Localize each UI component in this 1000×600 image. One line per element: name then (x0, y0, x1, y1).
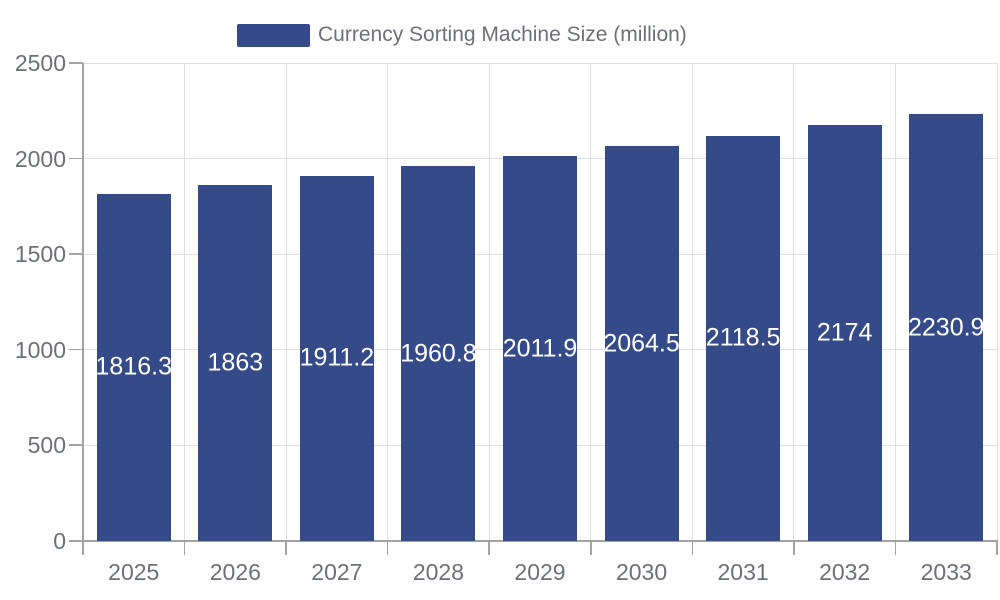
y-axis-tick (69, 348, 83, 351)
gridline-vertical (488, 63, 490, 541)
y-axis-tick (69, 62, 83, 64)
bar-2033[interactable]: 2230.9 (907, 114, 985, 541)
y-axis-line (82, 63, 84, 541)
legend-swatch (237, 23, 310, 47)
y-axis-tick-label: 0 (53, 528, 66, 554)
bar-value-label: 2011.9 (502, 334, 578, 363)
bar-2029[interactable]: 2011.9 (503, 156, 577, 541)
y-axis-tick (69, 253, 83, 255)
bar-2025[interactable]: 1816.3 (95, 193, 172, 541)
bar-value-label: 2230.9 (907, 313, 985, 342)
bar-2026[interactable]: 1863 (198, 184, 273, 541)
y-axis-tick (69, 157, 83, 160)
gridline-vertical (894, 63, 896, 541)
x-axis-tick-label: 2033 (920, 559, 972, 585)
x-axis-tick (590, 541, 592, 555)
y-axis-tick-label: 1000 (14, 336, 66, 363)
bar-value-label: 1911.2 (299, 343, 375, 372)
gridline-horizontal (83, 62, 997, 64)
bar-2030[interactable]: 2064.5 (603, 146, 680, 541)
bar-value-label: 1960.8 (400, 339, 477, 368)
gridline-vertical (387, 63, 389, 541)
bar-value-label: 1816.3 (95, 352, 172, 381)
x-axis-tick (894, 541, 897, 555)
y-axis-tick-label: 2000 (14, 145, 66, 172)
x-axis-tick (82, 541, 84, 555)
legend-item[interactable]: Currency Sorting Machine Size (million) (237, 23, 687, 47)
x-axis-tick (488, 541, 490, 555)
x-axis-tick (996, 541, 998, 555)
bar-2028[interactable]: 1960.8 (400, 166, 477, 541)
bar-value-label: 2118.5 (705, 323, 781, 352)
gridline-vertical (996, 63, 998, 541)
x-axis-tick-label: 2028 (412, 559, 465, 585)
y-axis-tick-label: 1500 (14, 241, 66, 268)
gridline-vertical (184, 63, 186, 541)
x-axis-tick-label: 2029 (514, 559, 566, 585)
bar-2027[interactable]: 1911.2 (299, 175, 375, 541)
bar-2032[interactable]: 2174 (807, 125, 882, 541)
gridline-vertical (691, 63, 693, 541)
bar-value-label: 2174 (816, 318, 873, 347)
gridline-vertical (590, 63, 592, 541)
y-axis-tick-label: 2500 (14, 50, 66, 76)
x-axis-tick-label: 2026 (209, 559, 261, 585)
y-axis-tick (69, 444, 83, 446)
gridline-vertical (793, 63, 795, 541)
x-axis-tick-label: 2030 (615, 559, 668, 585)
bar-2031[interactable]: 2118.5 (705, 135, 781, 541)
x-axis-tick (691, 541, 694, 555)
x-axis-tick (183, 541, 186, 555)
legend-label: Currency Sorting Machine Size (million) (318, 23, 687, 46)
y-axis-tick (69, 540, 83, 542)
x-axis-tick-label: 2032 (819, 559, 871, 585)
gridline-vertical (285, 63, 287, 541)
x-axis-tick (793, 541, 795, 555)
x-axis-tick (285, 541, 287, 555)
x-axis-tick-label: 2027 (311, 559, 363, 585)
y-axis-tick-label: 500 (27, 432, 66, 459)
x-axis-tick-label: 2025 (108, 559, 160, 585)
x-axis-line (82, 540, 998, 542)
x-axis-tick (386, 541, 389, 555)
bar-value-label: 1863 (207, 348, 264, 377)
bar-value-label: 2064.5 (603, 329, 680, 358)
x-axis-tick-label: 2031 (717, 559, 769, 585)
